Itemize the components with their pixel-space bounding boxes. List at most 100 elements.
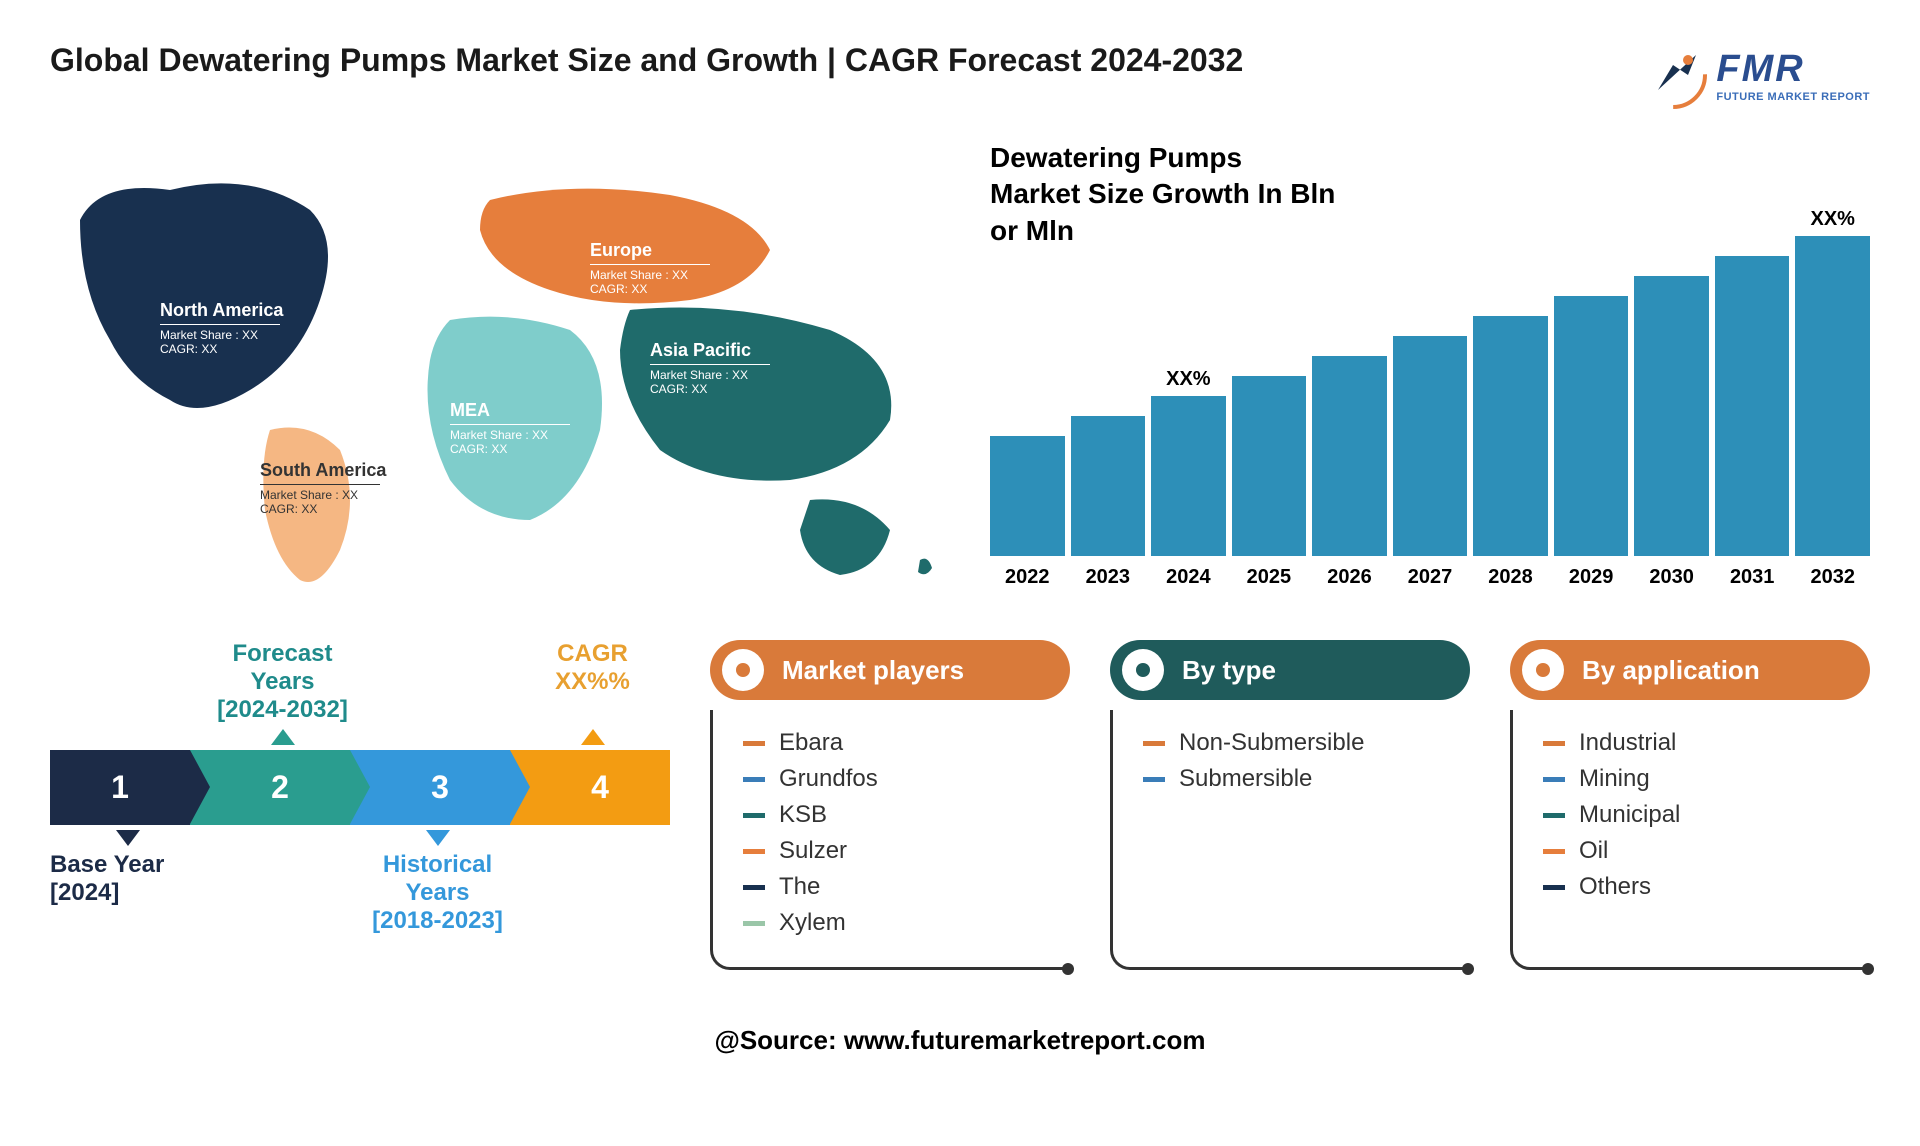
bullet-icon (1543, 849, 1565, 854)
bullet-icon (743, 921, 765, 926)
arrow-down-icon (426, 830, 450, 846)
timeline: Forecast Years [2024-2032] CAGR XX%% 1 2… (50, 640, 670, 970)
bar-top-label: XX% (1166, 368, 1210, 391)
category-body: Ebara Grundfos KSB Sulzer The Xylem (710, 710, 1070, 970)
category-header: By type (1110, 640, 1470, 700)
bar-2025: 2025 (1232, 376, 1307, 589)
category-by-application: By application Industrial Mining Municipal O… (1510, 640, 1870, 970)
region-share: Market Share : XX (590, 268, 710, 282)
category-item: Oil (1543, 833, 1850, 869)
category-item: Submersible (1143, 761, 1450, 797)
bar-chart: Dewatering Pumps Market Size Growth In B… (990, 140, 1870, 600)
timeline-seg-1: 1 (50, 750, 190, 825)
bar-rect (1071, 416, 1146, 556)
bar-2024: XX%2024 (1151, 396, 1226, 589)
bar-2028: 2028 (1473, 316, 1548, 589)
bar-year-label: 2029 (1569, 566, 1614, 589)
region-name: South America (260, 460, 386, 481)
bar-2031: 2031 (1715, 256, 1790, 589)
category-item: Xylem (743, 905, 1050, 941)
category-item: Others (1543, 869, 1850, 905)
region-share: Market Share : XX (260, 488, 386, 502)
category-item: KSB (743, 797, 1050, 833)
category-market-players: Market players Ebara Grundfos KSB Sulzer The X… (710, 640, 1070, 970)
category-item: Ebara (743, 725, 1050, 761)
timeline-seg-3: 3 (350, 750, 510, 825)
category-item: Sulzer (743, 833, 1050, 869)
timeline-bar: 1 2 3 4 (50, 750, 670, 825)
bar-rect (1554, 296, 1629, 556)
base-year-label: Base Year [2024] (50, 851, 205, 935)
category-item-text: Ebara (779, 729, 843, 757)
category-item: Industrial (1543, 725, 1850, 761)
arrow-up-icon (581, 729, 605, 745)
bar-2022: 2022 (990, 436, 1065, 589)
category-item-text: Sulzer (779, 837, 847, 865)
region-cagr: CAGR: XX (260, 502, 386, 516)
category-header: By application (1510, 640, 1870, 700)
bar-year-label: 2024 (1166, 566, 1211, 589)
category-circle-icon (1122, 649, 1164, 691)
region-name: MEA (450, 400, 570, 421)
bar-rect (1312, 356, 1387, 556)
bar-rect (1473, 316, 1548, 556)
bar-2027: 2027 (1393, 336, 1468, 589)
region-asia-pacific: Asia PacificMarket Share : XXCAGR: XX (650, 340, 770, 396)
bar-year-label: 2027 (1408, 566, 1453, 589)
bar-rect (1151, 396, 1226, 556)
chart-bars: 2022 2023 XX%2024 2025 2026 2027 2028 2029 2030 2… (990, 269, 1870, 589)
category-item: Municipal (1543, 797, 1850, 833)
category-item-text: Others (1579, 873, 1651, 901)
category-item-text: Grundfos (779, 765, 878, 793)
region-share: Market Share : XX (650, 368, 770, 382)
category-item-text: Oil (1579, 837, 1608, 865)
category-item-text: KSB (779, 801, 827, 829)
header: Global Dewatering Pumps Market Size and … (50, 40, 1870, 110)
region-share: Market Share : XX (160, 328, 283, 342)
category-item: Non-Submersible (1143, 725, 1450, 761)
category-circle-icon (722, 649, 764, 691)
bar-year-label: 2022 (1005, 566, 1050, 589)
bar-2023: 2023 (1071, 416, 1146, 589)
region-south-america: South America Market Share : XXCAGR: XX (260, 460, 386, 516)
category-item-text: Mining (1579, 765, 1650, 793)
chart-title: Dewatering Pumps Market Size Growth In B… (990, 140, 1340, 249)
bullet-icon (1543, 777, 1565, 782)
category-item-text: Industrial (1579, 729, 1676, 757)
historical-label: Historical Years [2018-2023] (360, 851, 515, 935)
bar-2029: 2029 (1554, 296, 1629, 589)
bullet-icon (743, 849, 765, 854)
region-europe: EuropeMarket Share : XXCAGR: XX (590, 240, 710, 296)
bar-2030: 2030 (1634, 276, 1709, 589)
bullet-icon (743, 885, 765, 890)
bullet-icon (1543, 741, 1565, 746)
bullet-icon (743, 813, 765, 818)
category-header-text: Market players (782, 655, 964, 686)
category-item: Mining (1543, 761, 1850, 797)
region-cagr: CAGR: XX (650, 382, 770, 396)
bar-year-label: 2023 (1086, 566, 1131, 589)
timeline-seg-2: 2 (190, 750, 350, 825)
category-body: Industrial Mining Municipal Oil Others (1510, 710, 1870, 970)
bullet-icon (1543, 813, 1565, 818)
bar-2026: 2026 (1312, 356, 1387, 589)
bar-2032: XX%2032 (1795, 236, 1870, 589)
categories: Market players Ebara Grundfos KSB Sulzer The X… (710, 640, 1870, 970)
bullet-icon (1543, 885, 1565, 890)
world-map: North AmericaMarket Share : XXCAGR: XXSo… (50, 140, 950, 600)
arrow-up-icon (271, 729, 295, 745)
bar-rect (990, 436, 1065, 556)
bar-rect (1393, 336, 1468, 556)
category-item: The (743, 869, 1050, 905)
source-line: @Source: www.futuremarketreport.com (50, 1025, 1870, 1056)
logo-subtitle: FUTURE MARKET REPORT (1716, 91, 1870, 103)
category-header-text: By application (1582, 655, 1760, 686)
category-item: Grundfos (743, 761, 1050, 797)
bar-rect (1634, 276, 1709, 556)
bullet-icon (1143, 777, 1165, 782)
bar-year-label: 2025 (1247, 566, 1292, 589)
category-header: Market players (710, 640, 1070, 700)
bar-rect (1795, 236, 1870, 556)
category-item-text: Xylem (779, 909, 846, 937)
bar-rect (1232, 376, 1307, 556)
